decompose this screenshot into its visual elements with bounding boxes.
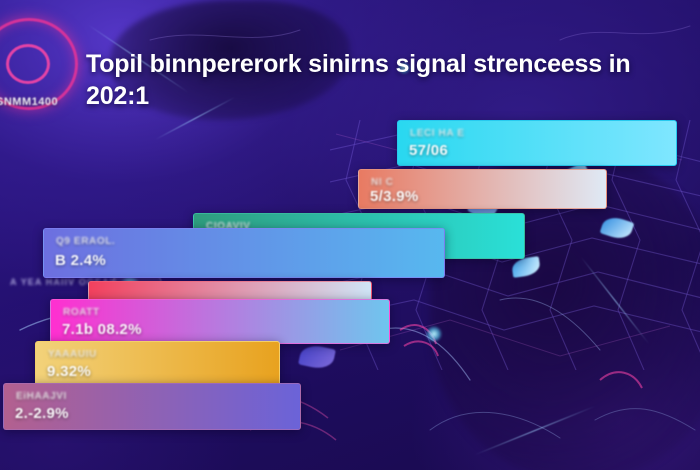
neon-ring-small-icon	[6, 44, 50, 84]
petal-blue-3	[510, 256, 542, 278]
bar-value: 9.32%	[47, 363, 92, 380]
bar-label: YAAAUIU	[48, 349, 97, 360]
light-streak-3	[474, 405, 596, 456]
bar-label: ROATT	[63, 307, 100, 318]
bar-label: EiHAAJVI	[16, 391, 67, 402]
bar-7[interactable]: YAAAUIU 9.32%	[35, 341, 280, 387]
bar-value: 2.-2.9%	[15, 405, 69, 422]
watermark-label: SNMM1400	[0, 96, 59, 108]
light-streak-4	[580, 256, 650, 345]
bar-2[interactable]: NI C 5/3.9%	[358, 169, 607, 209]
bar-value: 7.1b 08.2%	[62, 321, 142, 338]
bar-1[interactable]: LECI HA E 57/06	[397, 120, 677, 166]
bar-value: 5/3.9%	[370, 188, 419, 205]
ghost-axis-label: A YEA HAIIV OGEAIL	[10, 277, 120, 287]
bar-label: LECI HA E	[410, 128, 465, 139]
bar-6[interactable]: ROATT 7.1b 08.2%	[50, 299, 390, 344]
bar-value: 57/06	[409, 142, 449, 159]
bar-label: NI C	[371, 177, 394, 188]
bar-value: B 2.4%	[55, 252, 106, 269]
glow-dot-2	[426, 326, 442, 342]
bar-4[interactable]: Q9 ERAOL. B 2.4%	[43, 228, 445, 278]
bar-8[interactable]: EiHAAJVI 2.-2.9%	[3, 383, 301, 430]
bar-label: Q9 ERAOL.	[56, 236, 116, 247]
page-title: Topil binnpererork sinirns signal strenc…	[86, 50, 631, 110]
petal-blue-5	[298, 342, 336, 372]
bar-label: CIOAVIV	[206, 221, 251, 232]
petal-blue-2	[599, 213, 635, 243]
